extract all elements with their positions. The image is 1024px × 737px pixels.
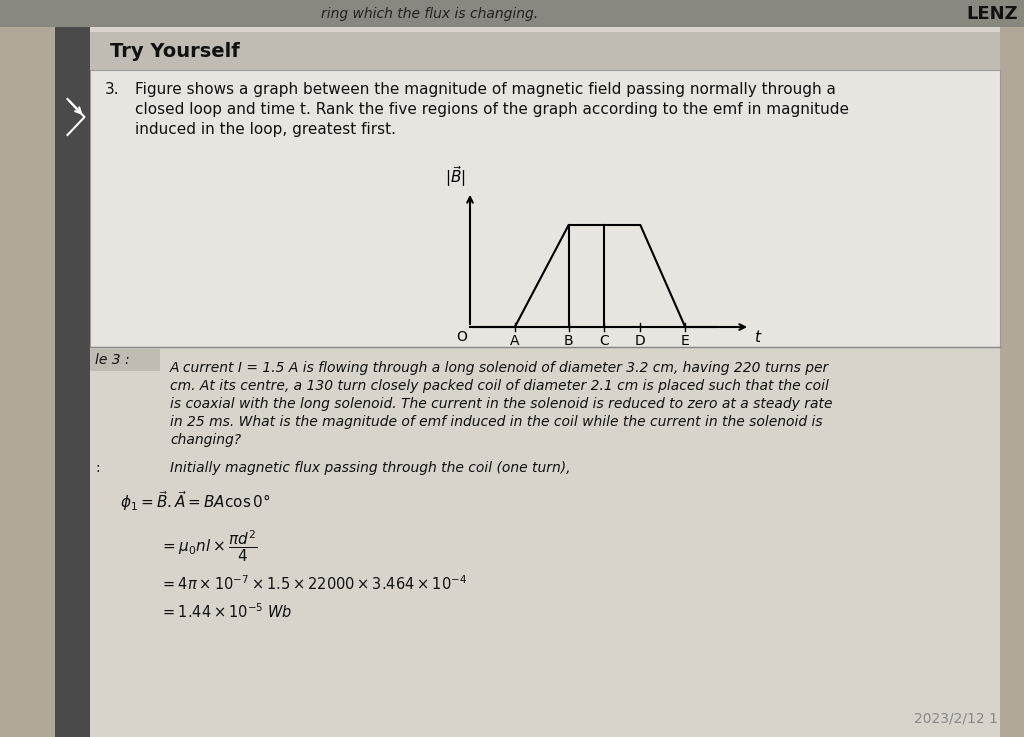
Text: ring which the flux is changing.: ring which the flux is changing. — [322, 7, 539, 21]
Text: is coaxial with the long solenoid. The current in the solenoid is reduced to zer: is coaxial with the long solenoid. The c… — [170, 397, 833, 411]
Text: cm. At its centre, a 130 turn closely packed coil of diameter 2.1 cm is placed s: cm. At its centre, a 130 turn closely pa… — [170, 379, 828, 393]
Text: closed loop and time t. Rank the five regions of the graph according to the emf : closed loop and time t. Rank the five re… — [135, 102, 849, 117]
Text: in 25 ms. What is the magnitude of emf induced in the coil while the current in : in 25 ms. What is the magnitude of emf i… — [170, 415, 822, 429]
Text: 2023/2/12 1: 2023/2/12 1 — [914, 711, 998, 725]
Text: B: B — [564, 334, 573, 348]
Text: changing?: changing? — [170, 433, 241, 447]
Text: A: A — [510, 334, 519, 348]
Text: Try Yourself: Try Yourself — [110, 41, 240, 60]
Text: LENZ: LENZ — [967, 5, 1018, 23]
Bar — [90, 349, 160, 371]
Bar — [55, 27, 90, 737]
Text: :: : — [95, 461, 99, 475]
Text: $|\vec{B}|$: $|\vec{B}|$ — [445, 164, 466, 189]
Text: $= \mu_0 nl \times \dfrac{\pi d^2}{4}$: $= \mu_0 nl \times \dfrac{\pi d^2}{4}$ — [160, 529, 258, 565]
Bar — [90, 32, 1000, 70]
Bar — [0, 0, 1024, 27]
Text: Figure shows a graph between the magnitude of magnetic field passing normally th: Figure shows a graph between the magnitu… — [135, 82, 836, 97]
Text: 3.: 3. — [105, 82, 120, 97]
Text: $\phi_1 = \vec{B}.\vec{A} = BA\cos 0°$: $\phi_1 = \vec{B}.\vec{A} = BA\cos 0°$ — [120, 489, 270, 513]
Text: E: E — [681, 334, 689, 348]
Text: $= 1.44 \times 10^{-5}\ Wb$: $= 1.44 \times 10^{-5}\ Wb$ — [160, 602, 293, 621]
Text: A current I = 1.5 A is flowing through a long solenoid of diameter 3.2 cm, havin: A current I = 1.5 A is flowing through a… — [170, 361, 829, 375]
Text: $= 4\pi \times 10^{-7} \times 1.5 \times 22000 \times 3.464 \times 10^{-4}$: $= 4\pi \times 10^{-7} \times 1.5 \times… — [160, 574, 467, 593]
Bar — [90, 27, 1000, 737]
Text: induced in the loop, greatest first.: induced in the loop, greatest first. — [135, 122, 396, 137]
Text: C: C — [600, 334, 609, 348]
Text: le 3 :: le 3 : — [95, 353, 130, 367]
Text: $t$: $t$ — [754, 329, 763, 345]
Text: O: O — [456, 330, 467, 344]
Bar — [90, 70, 1000, 347]
Text: D: D — [635, 334, 646, 348]
Text: Initially magnetic flux passing through the coil (one turn),: Initially magnetic flux passing through … — [170, 461, 570, 475]
